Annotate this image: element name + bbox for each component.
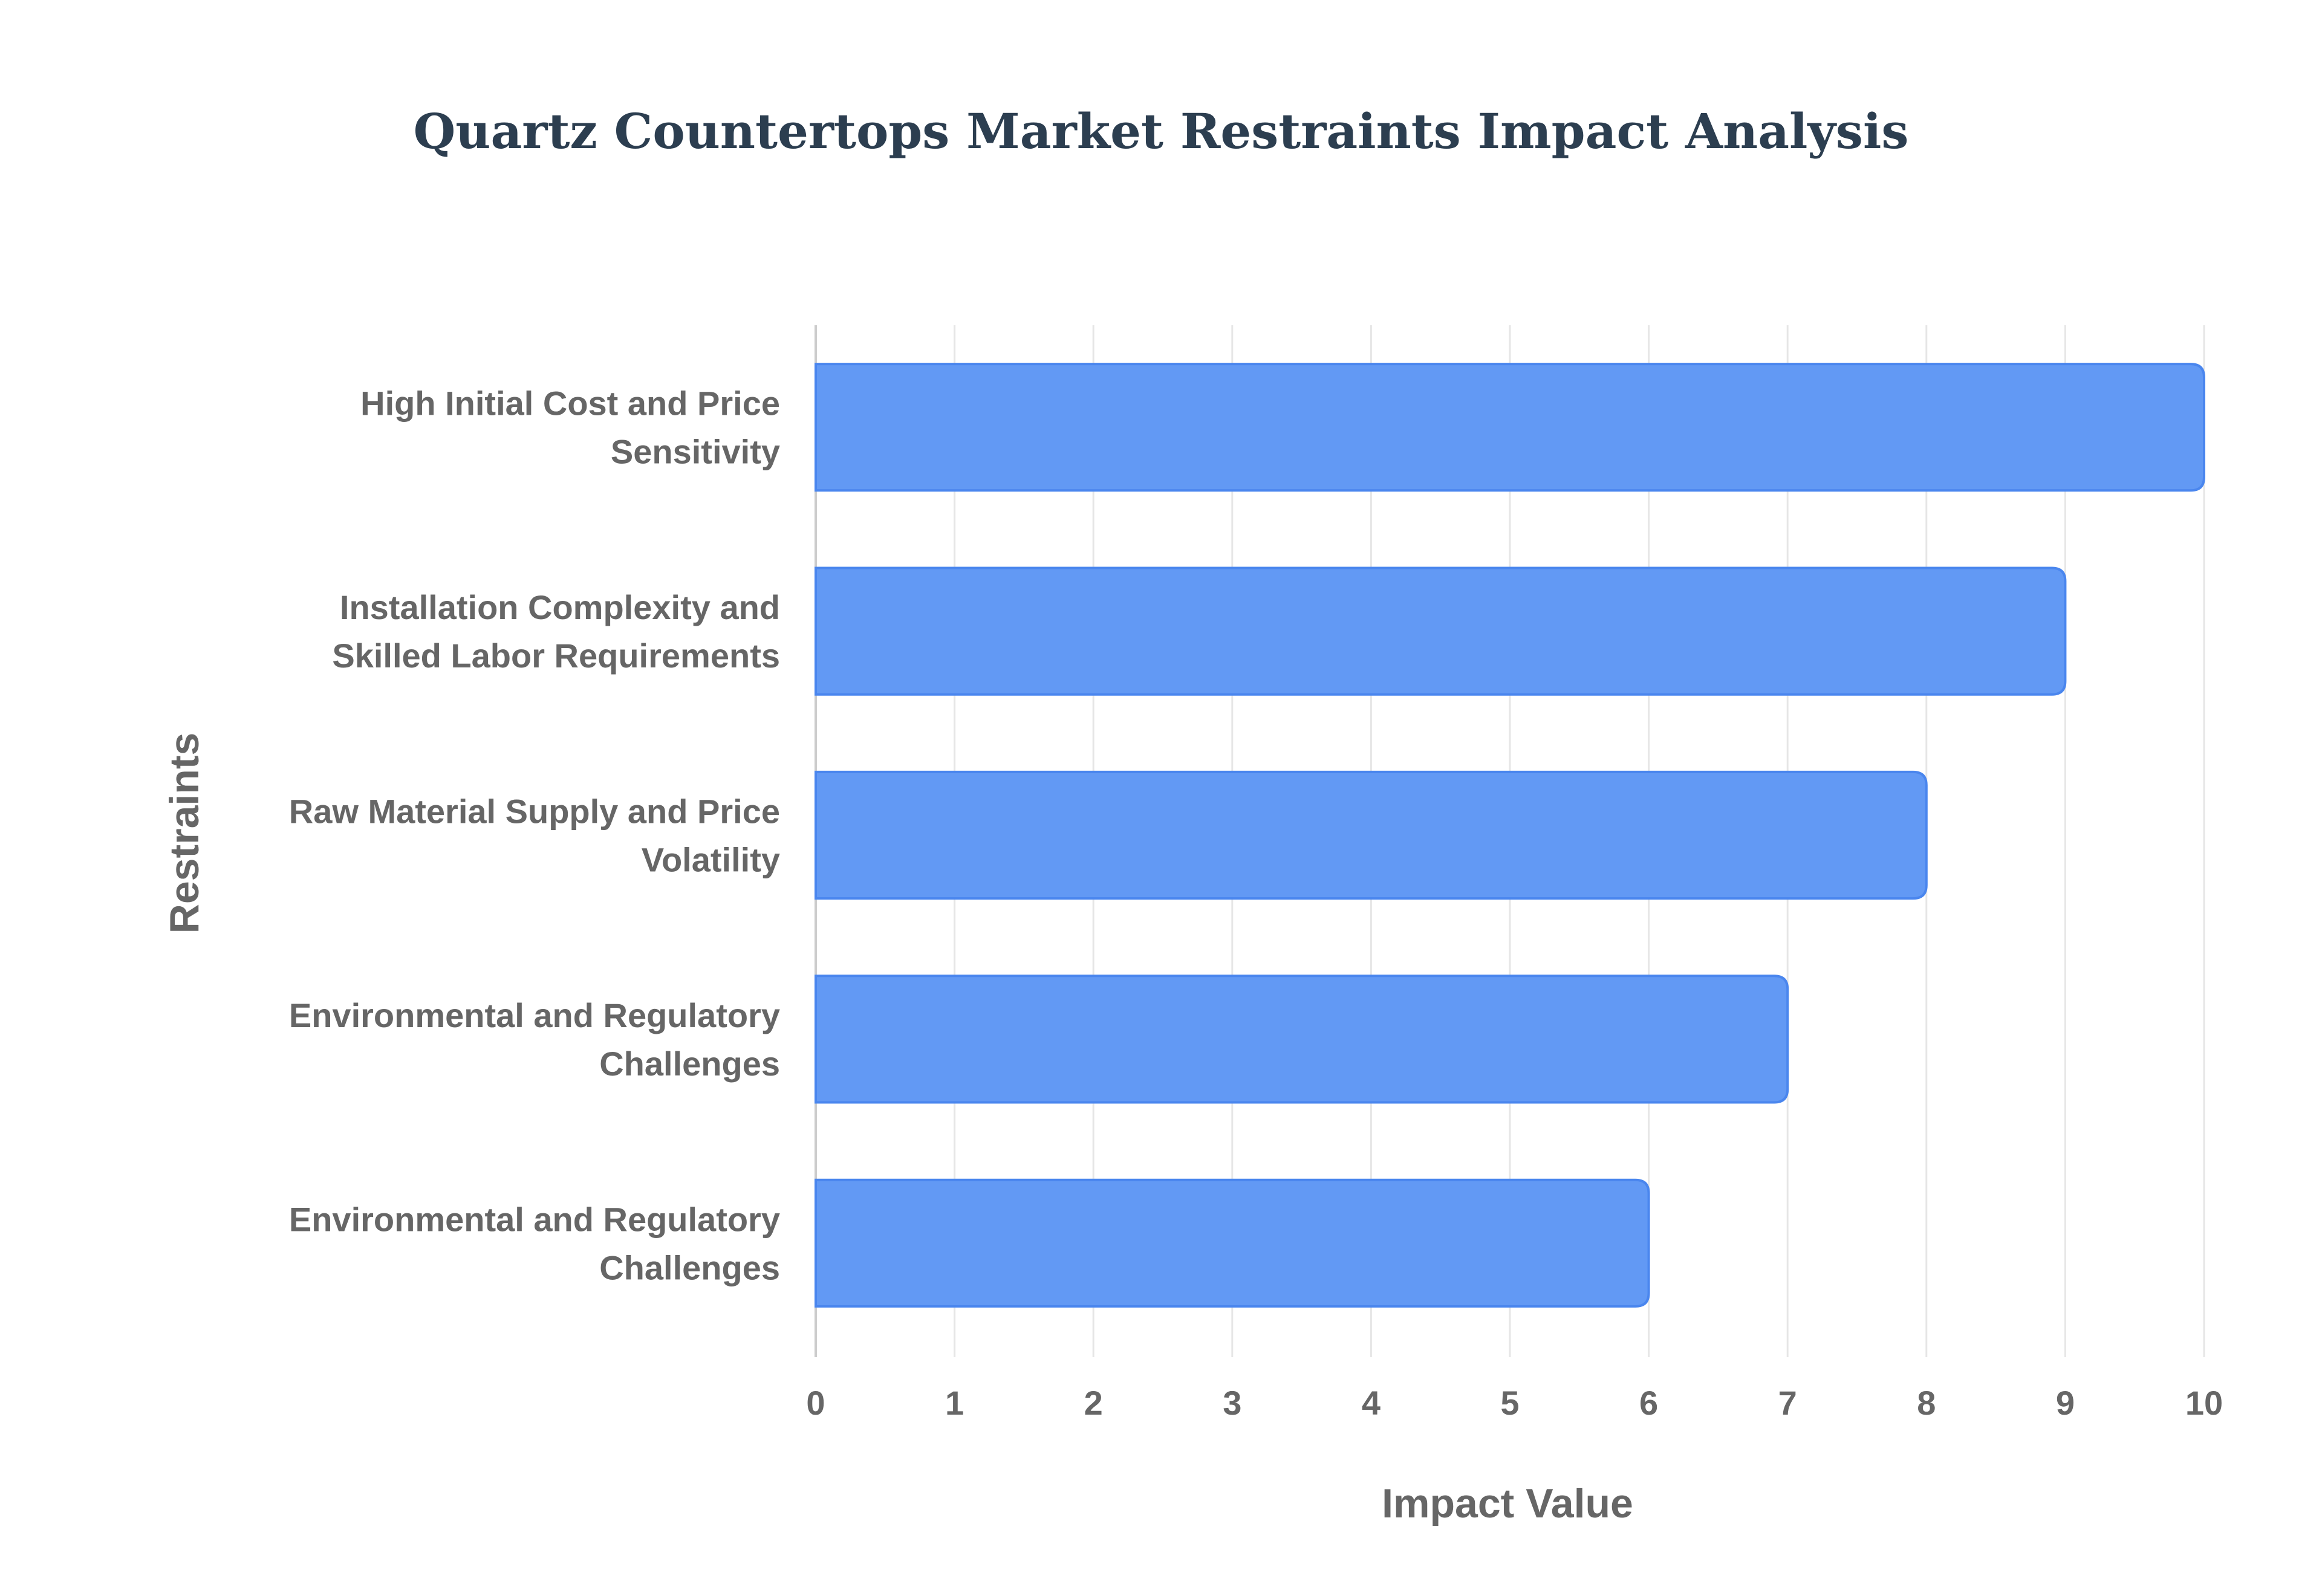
x-tick-label: 2: [1084, 1384, 1103, 1422]
bar[interactable]: [815, 566, 2067, 696]
y-axis-category-labels: High Initial Cost and Price Sensitivity In…: [289, 384, 780, 1287]
x-axis-title: Impact Value: [1382, 1481, 1633, 1526]
x-tick-label: 4: [1362, 1384, 1381, 1422]
chart-title: Quartz Countertops Market Restraints Imp…: [413, 103, 1909, 160]
x-tick-label: 10: [2185, 1384, 2223, 1422]
bar[interactable]: [815, 770, 1928, 900]
x-tick-label: 5: [1500, 1384, 1519, 1422]
y-category-label: Raw Material Supply and Price Volatility: [289, 793, 780, 879]
x-tick-label: 1: [945, 1384, 964, 1422]
x-tick-label: 0: [806, 1384, 825, 1422]
x-axis-tick-labels: 0 1 2 3 4 5 6 7 8 9 10: [806, 1384, 2223, 1422]
bar[interactable]: [815, 1178, 1650, 1308]
x-tick-label: 6: [1639, 1384, 1658, 1422]
y-category-label: High Initial Cost and Price Sensitivity: [360, 384, 780, 471]
x-tick-label: 7: [1778, 1384, 1797, 1422]
x-tick-label: 3: [1223, 1384, 1241, 1422]
y-axis-title: Restraints: [161, 733, 207, 934]
y-category-label: Installation Complexity and Skilled Labor…: [332, 588, 780, 675]
x-tick-label: 9: [2056, 1384, 2075, 1422]
x-tick-label: 8: [1917, 1384, 1936, 1422]
bar[interactable]: [815, 975, 1789, 1104]
bar[interactable]: [815, 363, 2205, 492]
y-category-label: Environmental and Regulatory Challenges: [289, 996, 780, 1083]
bars: [815, 363, 2205, 1308]
y-category-label: Environmental and Regulatory Challenges: [289, 1200, 780, 1286]
